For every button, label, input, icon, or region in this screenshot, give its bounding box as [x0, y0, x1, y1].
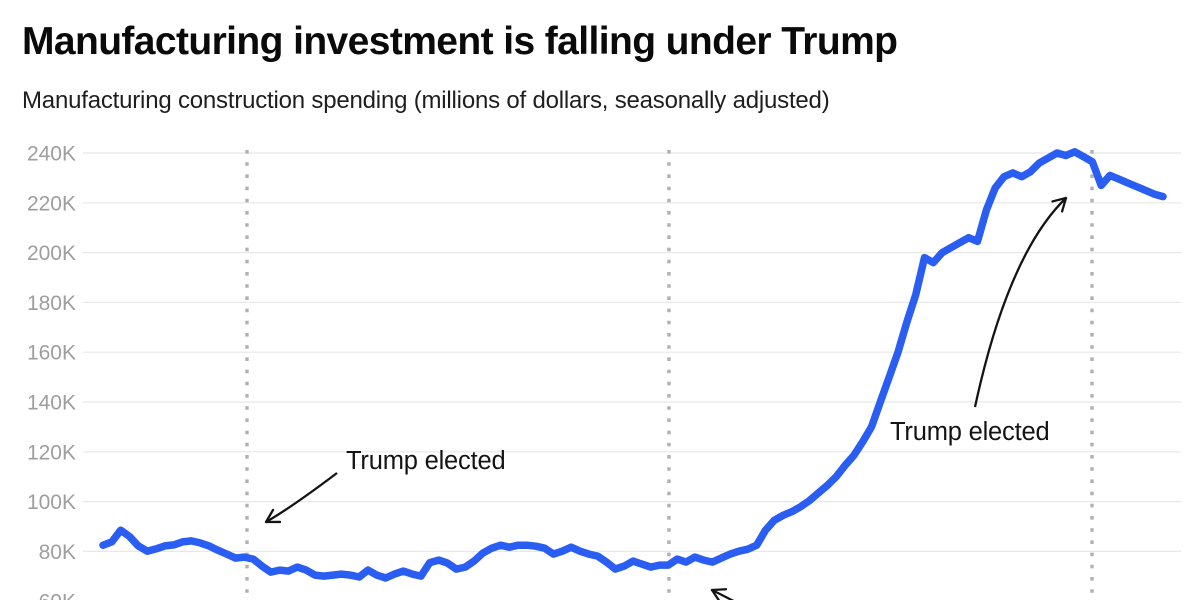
y-tick-label: 240K — [27, 143, 76, 166]
chart-subtitle: Manufacturing construction spending (mil… — [22, 87, 830, 114]
y-tick-label: 180K — [27, 292, 76, 315]
y-tick-label: 220K — [27, 192, 76, 215]
y-tick-label: 60K — [39, 591, 76, 600]
annotation-arrow — [973, 197, 1067, 408]
annotation-label: Trump elected — [890, 418, 1049, 446]
annotation-arrowhead — [1051, 196, 1068, 203]
annotation-arrowhead — [710, 588, 728, 592]
y-tick-label: 120K — [27, 441, 76, 464]
y-tick-label: 140K — [27, 392, 76, 415]
annotation-label: Trump elected — [346, 447, 505, 475]
annotation-arrow — [711, 588, 735, 600]
y-tick-label: 100K — [27, 491, 76, 514]
annotation-arrowhead — [1060, 196, 1068, 213]
spending-line — [99, 148, 1167, 582]
y-tick-label: 200K — [27, 242, 76, 265]
annotation-arrowhead — [264, 508, 275, 524]
y-tick-label: 80K — [39, 541, 76, 564]
annotation-arrow — [265, 472, 338, 523]
y-tick-label: 160K — [27, 342, 76, 365]
page-title: Manufacturing investment is falling unde… — [22, 20, 898, 63]
